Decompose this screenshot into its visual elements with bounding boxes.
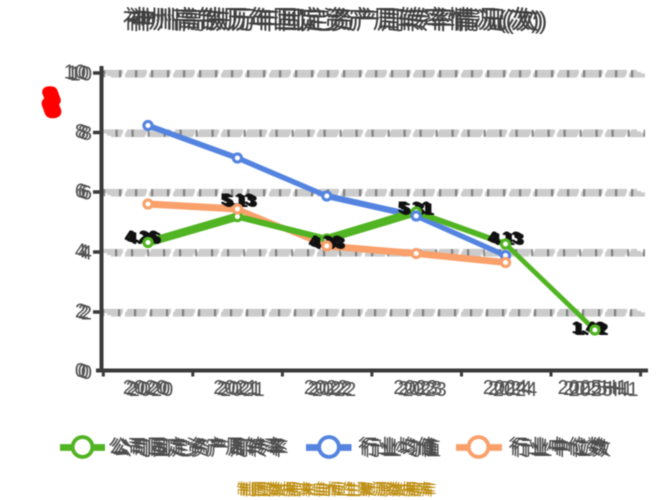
svg-text:0: 0 — [78, 361, 89, 383]
svg-text:2024: 2024 — [483, 377, 528, 399]
svg-text:5.13: 5.13 — [223, 191, 256, 210]
svg-text:行业中位数: 行业中位数 — [514, 438, 612, 460]
svg-text:2023: 2023 — [393, 377, 438, 399]
svg-text:4: 4 — [75, 241, 86, 263]
svg-text:2021: 2021 — [213, 377, 258, 399]
svg-text:公司固定资产周转率: 公司固定资产周转率 — [108, 436, 284, 458]
svg-text:4.13: 4.13 — [489, 229, 522, 248]
svg-text:4.13: 4.13 — [487, 228, 520, 247]
svg-text:2020: 2020 — [123, 377, 168, 399]
svg-text:8: 8 — [75, 121, 86, 143]
svg-text:4: 4 — [78, 242, 89, 264]
svg-text:8: 8 — [81, 123, 92, 145]
svg-text:6: 6 — [75, 181, 86, 203]
svg-text:10: 10 — [67, 63, 89, 85]
svg-text:2023: 2023 — [402, 379, 447, 401]
svg-text:2: 2 — [75, 301, 86, 323]
svg-text:0: 0 — [75, 360, 86, 382]
svg-text:行业中位数: 行业中位数 — [509, 436, 607, 458]
svg-text:0: 0 — [81, 362, 92, 384]
svg-text:制图数据来自恒生聚源数据库: 制图数据来自恒生聚源数据库 — [239, 482, 434, 499]
svg-text:8: 8 — [78, 122, 89, 144]
svg-text:2025H1: 2025H1 — [557, 377, 627, 399]
svg-text:6: 6 — [78, 182, 89, 204]
svg-text:8: 8 — [42, 83, 61, 121]
svg-text:制图数据来自恒生聚源数据库: 制图数据来自恒生聚源数据库 — [241, 482, 436, 499]
svg-text:5.13: 5.13 — [222, 191, 255, 210]
svg-text:2: 2 — [81, 303, 92, 325]
svg-text:公司固定资产周转率: 公司固定资产周转率 — [111, 437, 287, 459]
svg-text:2022: 2022 — [312, 379, 357, 401]
svg-text:2020: 2020 — [126, 378, 171, 400]
svg-text:2022: 2022 — [304, 377, 349, 399]
svg-text:2022: 2022 — [308, 378, 353, 400]
svg-text:5.13: 5.13 — [220, 190, 253, 209]
svg-text:2025H1: 2025H1 — [568, 379, 638, 401]
svg-text:2025H1: 2025H1 — [563, 378, 633, 400]
svg-text:公司固定资产周转率: 公司固定资产周转率 — [113, 438, 289, 460]
svg-text:8: 8 — [41, 80, 60, 118]
svg-text:10: 10 — [70, 64, 92, 86]
svg-text:2020: 2020 — [129, 379, 174, 401]
svg-text:8: 8 — [43, 85, 62, 123]
svg-text:4: 4 — [81, 243, 92, 265]
svg-text:神州高铁历年固定资产周转率情况(次): 神州高铁历年固定资产周转率情况(次) — [131, 7, 548, 35]
svg-text:神州高铁历年固定资产周转率情况(次): 神州高铁历年固定资产周转率情况(次) — [123, 6, 540, 34]
svg-text:2023: 2023 — [398, 378, 443, 400]
svg-text:神州高铁历年固定资产周转率情况(次): 神州高铁历年固定资产周转率情况(次) — [127, 7, 544, 35]
svg-text:2024: 2024 — [488, 378, 533, 400]
svg-text:行业均值: 行业均值 — [358, 436, 436, 458]
svg-text:行业均值: 行业均值 — [363, 438, 441, 460]
svg-text:2021: 2021 — [217, 378, 262, 400]
svg-text:10: 10 — [64, 62, 86, 84]
svg-text:2: 2 — [78, 302, 89, 324]
svg-text:行业中位数: 行业中位数 — [511, 437, 609, 459]
svg-text:制图数据来自恒生聚源数据库: 制图数据来自恒生聚源数据库 — [236, 481, 431, 498]
svg-text:8: 8 — [44, 88, 63, 126]
svg-text:2024: 2024 — [493, 379, 538, 401]
svg-text:6: 6 — [81, 183, 92, 205]
svg-text:行业均值: 行业均值 — [361, 437, 439, 459]
svg-text:2021: 2021 — [220, 379, 265, 401]
